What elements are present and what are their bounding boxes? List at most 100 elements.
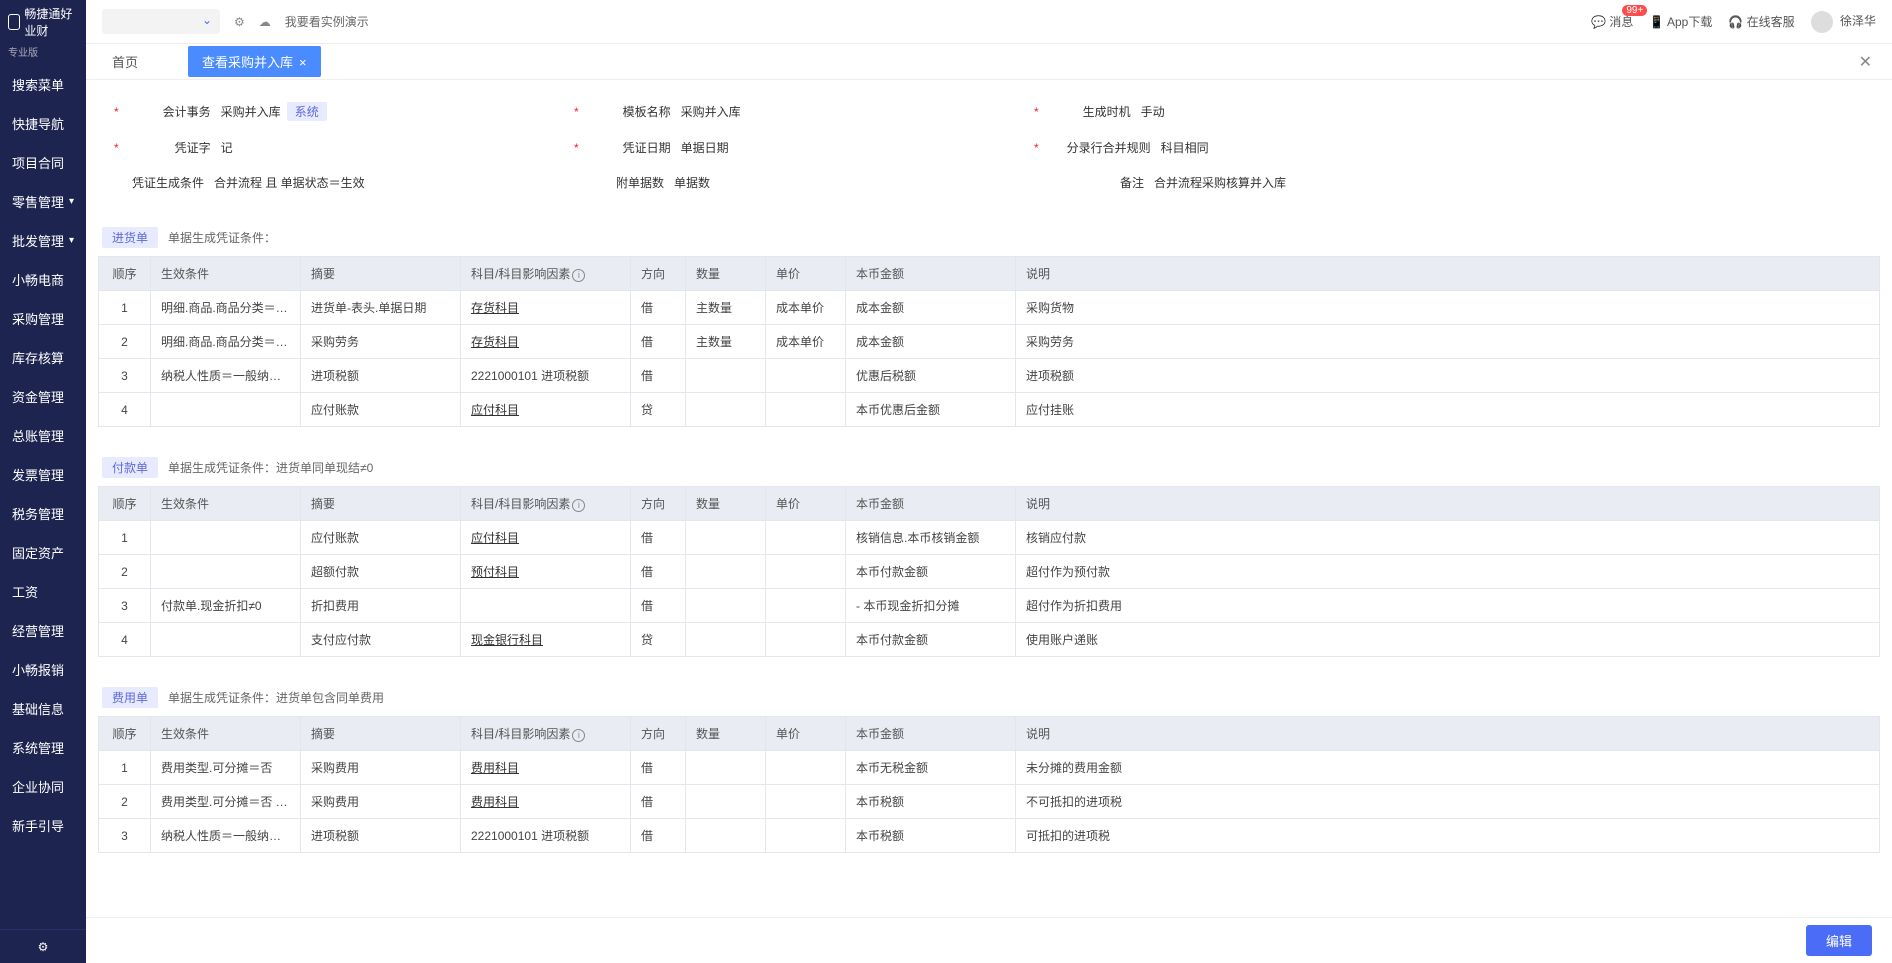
cell-qty — [686, 623, 766, 657]
th-summary: 摘要 — [301, 717, 461, 751]
cell-price — [766, 393, 846, 427]
tab-1[interactable] — [156, 56, 184, 68]
cell-dir: 借 — [631, 325, 686, 359]
subject-link[interactable]: 费用科目 — [471, 761, 519, 775]
th-dir: 方向 — [631, 487, 686, 521]
section-condition: 单据生成凭证条件： — [168, 229, 276, 246]
info-icon[interactable]: i — [572, 269, 585, 282]
sidebar-item-14[interactable]: 经营管理 — [0, 611, 86, 650]
th-cond: 生效条件 — [151, 487, 301, 521]
sidebar-item-8[interactable]: 资金管理 — [0, 377, 86, 416]
val-voucher-word: 记 — [221, 139, 233, 156]
sidebar-item-0[interactable]: 搜索菜单 — [0, 65, 86, 104]
subject-link[interactable]: 费用科目 — [471, 795, 519, 809]
customer-service-button[interactable]: 🎧 在线客服 — [1728, 13, 1794, 30]
cell-qty — [686, 359, 766, 393]
sidebar-item-11[interactable]: 税务管理 — [0, 494, 86, 533]
th-qty: 数量 — [686, 257, 766, 291]
cell-cond: 付款单.现金折扣≠0 — [151, 589, 301, 623]
sidebar-item-label: 经营管理 — [12, 621, 64, 640]
sidebar-settings[interactable]: ⚙ — [0, 929, 86, 963]
th-dir: 方向 — [631, 717, 686, 751]
cell-cond — [151, 623, 301, 657]
close-all-tabs[interactable]: ✕ — [1851, 48, 1880, 76]
cell-summary: 进项税额 — [301, 359, 461, 393]
sidebar-item-label: 基础信息 — [12, 699, 64, 718]
phone-icon: 📱 — [1649, 15, 1664, 29]
sidebar-item-17[interactable]: 系统管理 — [0, 728, 86, 767]
content-area: *会计事务采购并入库系统 *模板名称采购并入库 *生成时机手动 *凭证字记 *凭… — [86, 80, 1892, 963]
subject-link[interactable]: 存货科目 — [471, 335, 519, 349]
label-voucher-word: 凭证字 — [121, 139, 211, 156]
subject-link[interactable]: 应付科目 — [471, 403, 519, 417]
label-gen-cond: 凭证生成条件 — [114, 174, 204, 191]
sidebar-item-label: 采购管理 — [12, 309, 64, 328]
sidebar-item-5[interactable]: 小畅电商 — [0, 260, 86, 299]
cell-summary: 进货单-表头.单据日期 — [301, 291, 461, 325]
sidebar-item-12[interactable]: 固定资产 — [0, 533, 86, 572]
user-menu[interactable]: 徐泽华 — [1811, 11, 1876, 33]
th-summary: 摘要 — [301, 257, 461, 291]
chevron-down-icon: ▾ — [69, 235, 74, 246]
sidebar-item-6[interactable]: 采购管理 — [0, 299, 86, 338]
sidebar-item-15[interactable]: 小畅报销 — [0, 650, 86, 689]
sidebar-item-label: 企业协同 — [12, 777, 64, 796]
subject-link[interactable]: 存货科目 — [471, 301, 519, 315]
th-amount: 本币金额 — [846, 717, 1016, 751]
th-note: 说明 — [1016, 717, 1880, 751]
sidebar-item-label: 新手引导 — [12, 816, 64, 835]
sidebar-item-4[interactable]: 批发管理 ▾ — [0, 221, 86, 260]
demo-link[interactable]: 我要看实例演示 — [285, 13, 369, 30]
th-subject: 科目/科目影响因素i — [461, 487, 631, 521]
table-row: 3纳税人性质＝一般纳税人 且 支进项税额2221000101 进项税额借优惠后税… — [99, 359, 1880, 393]
tab-2[interactable]: 查看采购并入库× — [188, 46, 321, 77]
cell-qty — [686, 785, 766, 819]
section-condition: 单据生成凭证条件：进货单包含同单费用 — [168, 689, 384, 706]
info-icon[interactable]: i — [572, 729, 585, 742]
sidebar-item-label: 批发管理 — [12, 231, 64, 250]
label-accounting: 会计事务 — [121, 103, 211, 120]
settings-icon[interactable]: ⚙ — [234, 15, 245, 29]
cell-amount: 本币付款金额 — [846, 555, 1016, 589]
sidebar-item-18[interactable]: 企业协同 — [0, 767, 86, 806]
sidebar-item-1[interactable]: 快捷导航 — [0, 104, 86, 143]
org-selector[interactable] — [102, 9, 220, 34]
subject-link[interactable]: 现金银行科目 — [471, 633, 543, 647]
cell-cond: 纳税人性质＝一般纳税人 且 ( — [151, 819, 301, 853]
edit-button[interactable]: 编辑 — [1806, 925, 1872, 956]
cell-seq: 3 — [99, 359, 151, 393]
cell-amount: 本币无税金额 — [846, 751, 1016, 785]
cell-note: 核销应付款 — [1016, 521, 1880, 555]
th-qty: 数量 — [686, 487, 766, 521]
message-icon: 💬 — [1591, 15, 1606, 29]
sidebar-item-16[interactable]: 基础信息 — [0, 689, 86, 728]
close-icon[interactable]: × — [299, 55, 307, 70]
sidebar-item-label: 总账管理 — [12, 426, 64, 445]
cell-summary: 采购劳务 — [301, 325, 461, 359]
info-icon[interactable]: i — [572, 499, 585, 512]
sidebar-item-10[interactable]: 发票管理 — [0, 455, 86, 494]
subject-link[interactable]: 应付科目 — [471, 531, 519, 545]
sidebar-item-label: 库存核算 — [12, 348, 64, 367]
sidebar-item-2[interactable]: 项目合同 — [0, 143, 86, 182]
subject-link[interactable]: 预付科目 — [471, 565, 519, 579]
sidebar-item-19[interactable]: 新手引导 — [0, 806, 86, 845]
cell-price — [766, 819, 846, 853]
cell-cond: 纳税人性质＝一般纳税人 且 支 — [151, 359, 301, 393]
th-summary: 摘要 — [301, 487, 461, 521]
sidebar-item-7[interactable]: 库存核算 — [0, 338, 86, 377]
messages-button[interactable]: 💬 消息 99+ — [1591, 13, 1633, 30]
cell-price: 成本单价 — [766, 291, 846, 325]
cell-seq: 4 — [99, 393, 151, 427]
th-subject: 科目/科目影响因素i — [461, 257, 631, 291]
voucher-table: 顺序生效条件摘要科目/科目影响因素i方向数量单价本币金额说明1明细.商品.商品分… — [98, 256, 1880, 427]
table-row: 3付款单.现金折扣≠0折扣费用借- 本币现金折扣分摊超付作为折扣费用 — [99, 589, 1880, 623]
app-download-button[interactable]: 📱 App下载 — [1649, 13, 1712, 30]
cell-qty — [686, 819, 766, 853]
sidebar-item-9[interactable]: 总账管理 — [0, 416, 86, 455]
tab-0[interactable]: 首页 — [98, 46, 152, 77]
sidebar-item-13[interactable]: 工资 — [0, 572, 86, 611]
nav-menu: 搜索菜单快捷导航项目合同零售管理▾ 批发管理 ▾ 小畅电商采购管理库存核算资金管理总账… — [0, 65, 86, 929]
sidebar-item-3[interactable]: 零售管理▾ — [0, 182, 86, 221]
cell-summary: 采购费用 — [301, 785, 461, 819]
